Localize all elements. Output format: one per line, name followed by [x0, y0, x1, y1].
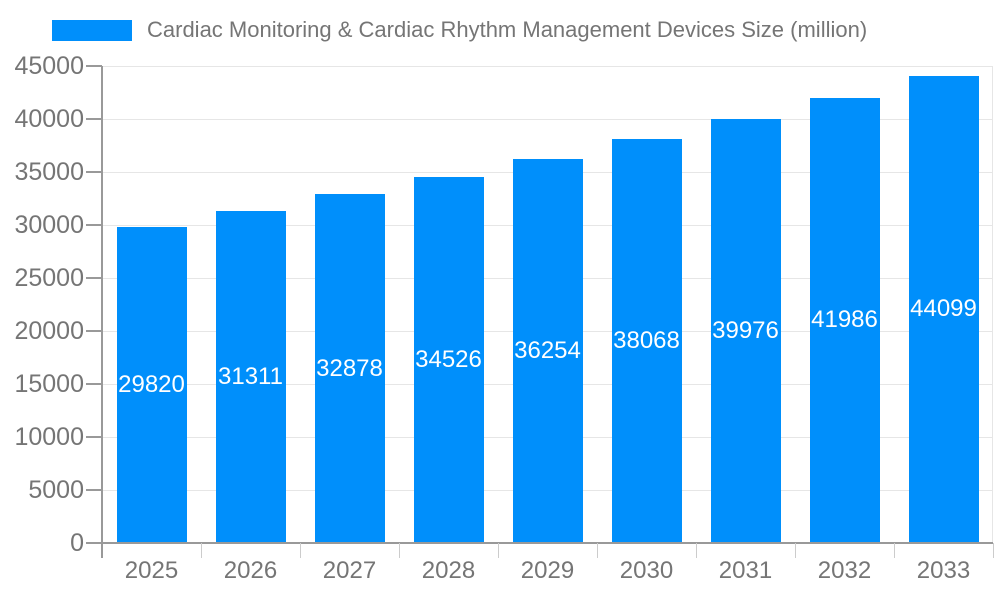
bar-value-label: 41986 — [811, 306, 878, 334]
y-axis-tick — [86, 277, 102, 279]
bar-value-label: 31311 — [218, 363, 283, 391]
y-axis-label: 20000 — [14, 317, 84, 345]
x-axis-label: 2026 — [223, 557, 278, 584]
y-axis-label: 10000 — [14, 423, 84, 451]
x-axis-label: 2030 — [619, 557, 674, 584]
bar-2029: 36254 — [512, 158, 583, 543]
bar-2032: 41986 — [809, 97, 880, 543]
x-axis-category-tick — [596, 543, 598, 558]
y-axis-label: 5000 — [28, 476, 84, 504]
x-axis-category-tick — [794, 543, 796, 558]
y-axis-tick — [86, 65, 102, 67]
x-axis-label: 2025 — [124, 557, 179, 584]
bar-2026: 31311 — [215, 211, 286, 543]
bar-value-label: 39976 — [712, 317, 779, 345]
x-axis-category-tick — [398, 543, 400, 558]
y-axis-label: 35000 — [14, 158, 84, 186]
legend-swatch — [52, 19, 132, 41]
y-axis-label: 25000 — [14, 264, 84, 292]
y-axis-tick — [86, 118, 102, 120]
x-axis-label: 2029 — [520, 557, 575, 584]
bar-value-label: 36254 — [514, 336, 581, 364]
x-axis-label: 2027 — [322, 557, 377, 584]
y-axis-tick — [86, 383, 102, 385]
x-axis-line — [102, 542, 993, 544]
bar-2028: 34526 — [413, 177, 484, 543]
x-axis-category-tick — [893, 543, 895, 558]
y-axis-tick — [86, 542, 102, 544]
legend: Cardiac Monitoring & Cardiac Rhythm Mana… — [52, 17, 867, 43]
legend-label: Cardiac Monitoring & Cardiac Rhythm Mana… — [147, 17, 868, 42]
y-axis-tick — [86, 330, 102, 332]
y-axis-label: 40000 — [14, 105, 84, 133]
bar-2025: 29820 — [116, 226, 187, 543]
plot-right-border — [992, 66, 993, 543]
gridline — [102, 65, 993, 67]
x-axis-category-tick — [992, 543, 994, 558]
bar-2030: 38068 — [611, 139, 682, 543]
y-axis-label: 30000 — [14, 211, 84, 239]
gridline — [102, 118, 993, 120]
y-axis-line — [101, 66, 103, 558]
y-axis-label: 0 — [70, 529, 84, 557]
bar-value-label: 29820 — [118, 370, 185, 398]
x-axis-category-tick — [497, 543, 499, 558]
bar-2027: 32878 — [314, 194, 385, 543]
bar-2031: 39976 — [710, 119, 781, 543]
x-axis-category-tick — [200, 543, 202, 558]
x-axis-label: 2032 — [817, 557, 872, 584]
y-axis-tick — [86, 436, 102, 438]
y-axis-label: 15000 — [14, 370, 84, 398]
y-axis-tick — [86, 224, 102, 226]
x-axis-label: 2033 — [916, 557, 971, 584]
bar-value-label: 32878 — [316, 354, 383, 382]
y-axis-tick — [86, 171, 102, 173]
x-axis-label: 2028 — [421, 557, 476, 584]
x-axis-category-tick — [299, 543, 301, 558]
bar-2033: 44099 — [908, 75, 979, 543]
x-axis-label: 2031 — [718, 557, 773, 584]
bar-value-label: 34526 — [415, 346, 482, 373]
bar-value-label: 44099 — [910, 295, 977, 323]
bar-value-label: 38068 — [613, 327, 680, 355]
y-axis-label: 45000 — [14, 52, 84, 80]
y-axis-tick — [86, 489, 102, 491]
x-axis-category-tick — [695, 543, 697, 558]
